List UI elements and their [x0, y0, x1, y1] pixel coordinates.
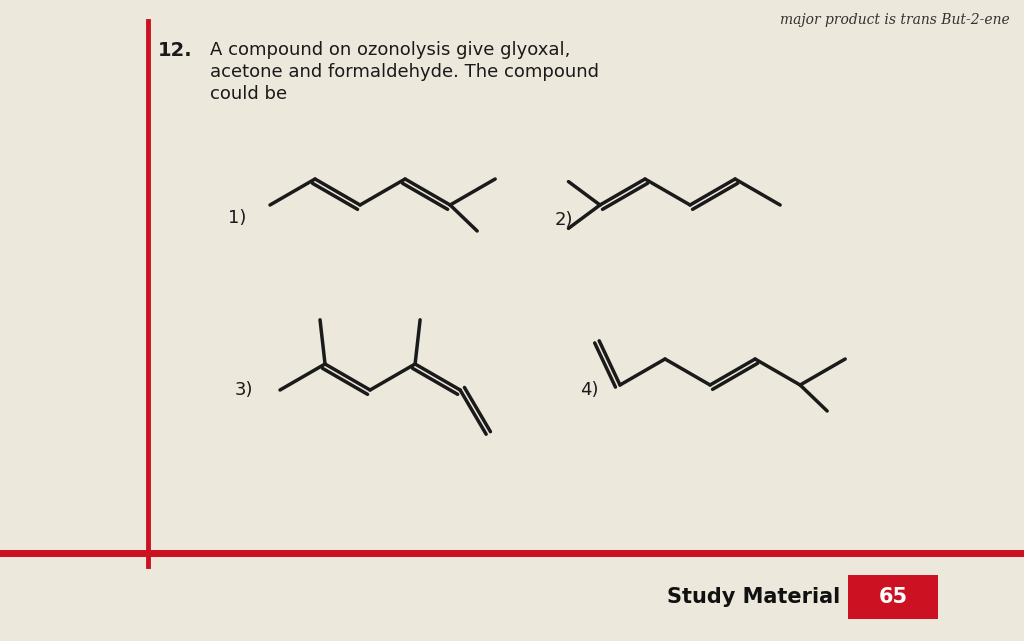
Text: 3): 3)	[234, 381, 254, 399]
Text: could be: could be	[210, 85, 287, 103]
FancyBboxPatch shape	[848, 575, 938, 619]
Text: 1): 1)	[228, 209, 247, 227]
Text: 12.: 12.	[158, 41, 193, 60]
Text: 4): 4)	[580, 381, 598, 399]
Text: 2): 2)	[555, 211, 573, 229]
Text: Study Material: Study Material	[667, 587, 840, 607]
Text: A compound on ozonolysis give glyoxal,: A compound on ozonolysis give glyoxal,	[210, 41, 570, 59]
Text: major product is trans But-2-ene: major product is trans But-2-ene	[780, 13, 1010, 27]
Text: 65: 65	[879, 587, 907, 607]
Text: acetone and formaldehyde. The compound: acetone and formaldehyde. The compound	[210, 63, 599, 81]
